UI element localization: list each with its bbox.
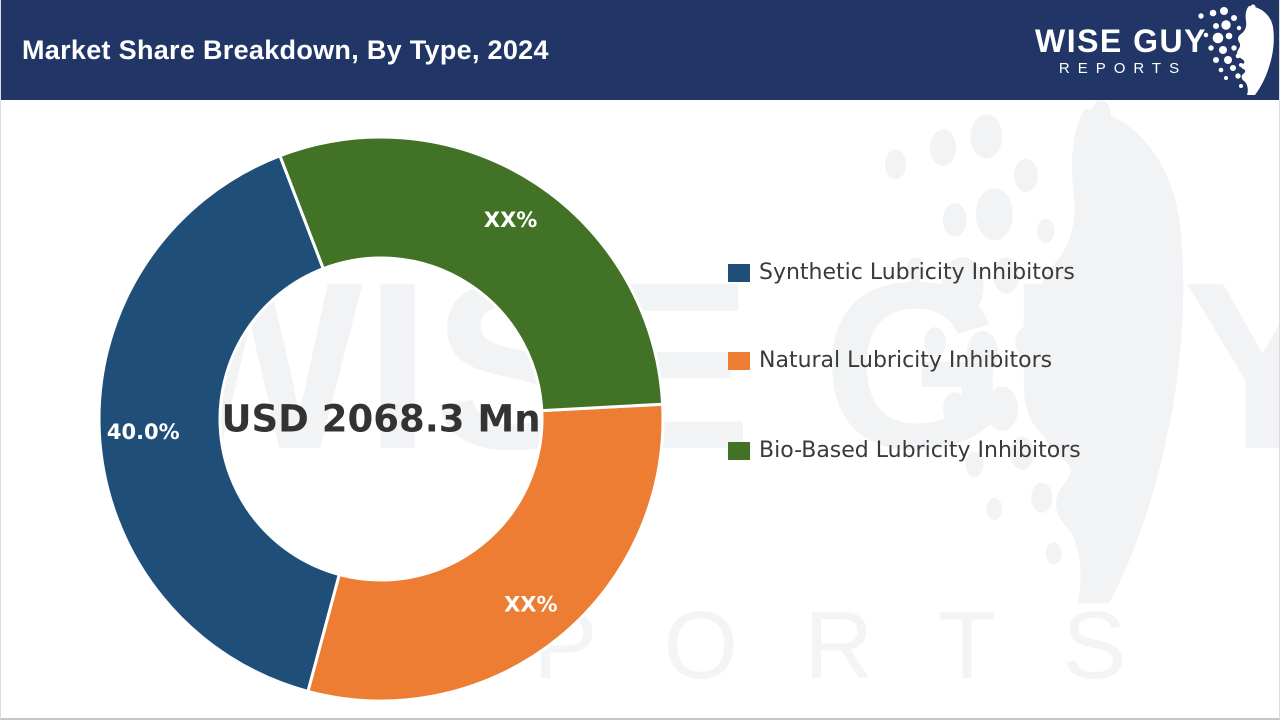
segment-percent-label-1: XX% (504, 593, 557, 617)
legend-swatch-synthetic (728, 264, 750, 283)
legend-label: Synthetic Lubricity Inhibitors (759, 260, 1075, 285)
brand-face-icon (1198, 4, 1274, 95)
legend-item-biobased: Bio-Based Lubricity Inhibitors (728, 438, 1081, 463)
donut-segment-0 (97, 154, 341, 693)
chart-center-value: USD 2068.3 Mn (221, 397, 541, 441)
legend-item-synthetic: Synthetic Lubricity Inhibitors (728, 260, 1075, 285)
page-title: Market Share Breakdown, By Type, 2024 (22, 34, 549, 65)
legend-label: Bio-Based Lubricity Inhibitors (759, 438, 1081, 463)
brand-logo: WISE GUY REPORTS (1035, 0, 1276, 100)
segment-percent-label-2: XX% (484, 208, 537, 232)
legend-swatch-biobased (728, 442, 750, 461)
donut-segment-2 (278, 135, 665, 413)
donut-chart: 40.0% XX% XX% (97, 135, 665, 703)
legend-label: Natural Lubricity Inhibitors (759, 348, 1053, 373)
brand-logo-wordmark: WISE GUY (1034, 22, 1207, 59)
brand-logo-text: WISE GUY REPORTS (1035, 25, 1207, 76)
donut-segment-1 (306, 402, 665, 703)
legend-swatch-natural (728, 352, 750, 371)
brand-logo-subtext: REPORTS (1058, 59, 1188, 77)
header-bar: Market Share Breakdown, By Type, 2024 (0, 0, 1280, 100)
legend-item-natural: Natural Lubricity Inhibitors (728, 348, 1053, 373)
segment-percent-label-0: 40.0% (107, 420, 180, 444)
